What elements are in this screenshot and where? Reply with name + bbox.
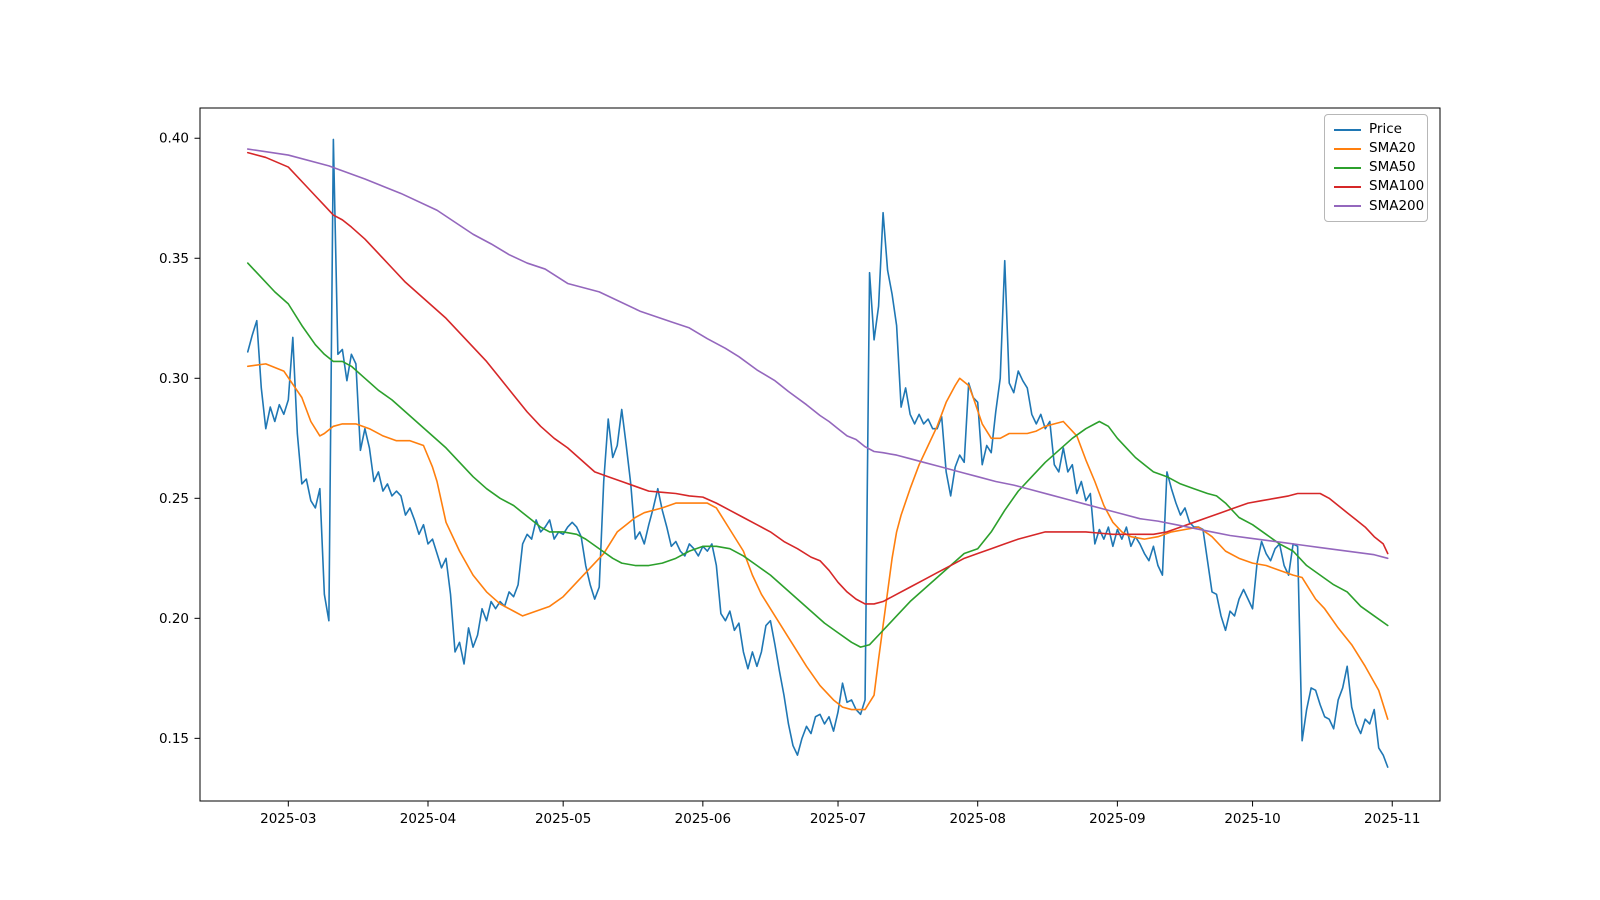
sma50-line-swatch <box>1334 167 1361 169</box>
sma20-line <box>246 363 1389 720</box>
legend-item-sma20: SMA20 <box>1334 139 1418 158</box>
x-tick-label: 2025-11 <box>1364 811 1420 827</box>
x-tick-label: 2025-09 <box>1089 811 1145 827</box>
x-tick-label: 2025-08 <box>950 811 1006 827</box>
price-line-swatch <box>1334 128 1361 131</box>
legend-item-sma200: SMA200 <box>1334 197 1424 216</box>
legend-item-sma50: SMA50 <box>1334 158 1418 177</box>
x-tick-label: 2025-10 <box>1224 811 1280 827</box>
sma100-line-swatch <box>1334 186 1361 189</box>
sma50-line <box>246 262 1389 648</box>
legend-label-price: Price <box>1369 120 1402 137</box>
x-tick-label: 2025-05 <box>535 811 591 827</box>
y-tick-label: 0.35 <box>159 251 189 267</box>
x-tick-label: 2025-06 <box>675 811 731 827</box>
y-tick-label: 0.15 <box>159 731 189 747</box>
x-tick-label: 2025-07 <box>810 811 866 827</box>
y-tick-label: 0.40 <box>159 131 189 147</box>
y-tick-label: 0.30 <box>159 371 189 387</box>
plot-frame <box>199 107 1441 802</box>
sma20-line-swatch <box>1334 147 1361 150</box>
y-tick-label: 0.20 <box>159 611 189 627</box>
legend: Price SMA20 SMA50 SMA100 SMA200 <box>1324 114 1428 222</box>
y-tick-label: 0.25 <box>159 491 189 507</box>
x-tick-label: 2025-03 <box>260 811 316 827</box>
legend-label-sma20: SMA20 <box>1369 140 1416 157</box>
legend-label-sma50: SMA50 <box>1369 159 1416 176</box>
price-line <box>246 138 1389 768</box>
x-tick-label: 2025-04 <box>400 811 456 827</box>
sma100-line <box>246 151 1389 605</box>
legend-label-sma100: SMA100 <box>1369 178 1425 195</box>
sma200-line <box>246 148 1389 560</box>
legend-item-sma100: SMA100 <box>1334 178 1424 197</box>
legend-item-price: Price <box>1334 120 1418 139</box>
sma200-line-swatch <box>1334 205 1361 208</box>
legend-label-sma200: SMA200 <box>1369 197 1425 214</box>
